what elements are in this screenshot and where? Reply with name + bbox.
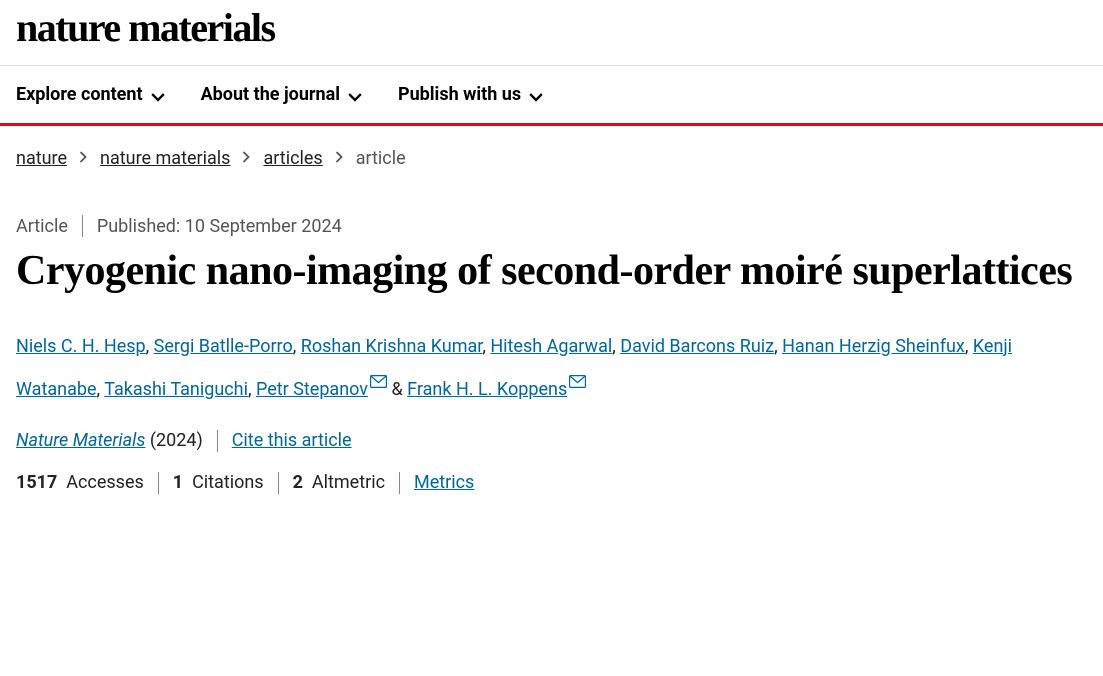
publication-row: Nature Materials (2024) Cite this articl… xyxy=(0,416,1103,452)
chevron-right-icon xyxy=(242,151,251,167)
separator xyxy=(399,472,400,494)
article-meta: Article Published: 10 September 2024 xyxy=(0,175,1103,241)
breadcrumb-link[interactable]: nature xyxy=(16,148,67,169)
chevron-right-icon xyxy=(335,151,344,167)
article-category: Article xyxy=(16,216,68,237)
chevron-down-icon xyxy=(151,88,165,102)
chevron-right-icon xyxy=(79,151,88,167)
accesses-metric: 1517 Accesses xyxy=(16,472,144,493)
nav-about-journal[interactable]: About the journal xyxy=(201,66,362,123)
author-link[interactable]: Roshan Krishna Kumar xyxy=(301,336,483,357)
published-date-value: 10 September 2024 xyxy=(185,216,342,237)
breadcrumb-current: article xyxy=(356,148,406,169)
author-link[interactable]: Petr Stepanov xyxy=(256,379,368,400)
brand-logo[interactable]: nature materials xyxy=(0,0,1103,65)
nav-explore-content[interactable]: Explore content xyxy=(16,66,165,123)
authors-list: Niels C. H. Hesp, Sergi Batlle-Porro, Ro… xyxy=(0,315,1103,416)
cite-article-link[interactable]: Cite this article xyxy=(232,430,352,451)
author-link[interactable]: Frank H. L. Koppens xyxy=(407,379,567,400)
altmetric-count: 2 xyxy=(293,472,303,493)
separator xyxy=(278,472,279,494)
nav-label: About the journal xyxy=(201,84,340,105)
nav-label: Explore content xyxy=(16,84,143,105)
chevron-down-icon xyxy=(529,88,543,102)
metrics-link[interactable]: Metrics xyxy=(414,472,474,493)
author-link[interactable]: Takashi Taniguchi xyxy=(104,379,248,400)
published-label: Published: xyxy=(97,216,180,237)
top-nav: Explore content About the journal Publis… xyxy=(0,65,1103,126)
separator xyxy=(82,215,83,237)
article-title: Cryogenic nano-imaging of second-order m… xyxy=(0,241,1103,315)
separator xyxy=(217,430,218,452)
breadcrumb: nature nature materials articles article xyxy=(0,126,1103,175)
accesses-label: Accesses xyxy=(66,472,144,493)
separator xyxy=(158,472,159,494)
publication-year: (2024) xyxy=(150,430,203,451)
chevron-down-icon xyxy=(348,88,362,102)
journal-link[interactable]: Nature Materials xyxy=(16,430,145,451)
author-link[interactable]: Hitesh Agarwal xyxy=(490,336,612,357)
nav-label: Publish with us xyxy=(398,84,521,105)
altmetric-metric: 2 Altmetric xyxy=(293,472,385,493)
altmetric-label: Altmetric xyxy=(312,472,385,493)
published-date: Published: 10 September 2024 xyxy=(97,216,342,237)
citations-label: Citations xyxy=(192,472,264,493)
metrics-row: 1517 Accesses 1 Citations 2 Altmetric Me… xyxy=(0,452,1103,504)
author-link[interactable]: David Barcons Ruiz xyxy=(620,336,774,357)
citations-count: 1 xyxy=(173,472,183,493)
breadcrumb-link[interactable]: nature materials xyxy=(100,148,230,169)
author-link[interactable]: Niels C. H. Hesp xyxy=(16,336,146,357)
author-link[interactable]: Hanan Herzig Sheinfux xyxy=(782,336,965,357)
mail-icon[interactable] xyxy=(569,365,586,401)
mail-icon[interactable] xyxy=(370,365,387,401)
author-link[interactable]: Sergi Batlle-Porro xyxy=(154,336,293,357)
nav-publish-with-us[interactable]: Publish with us xyxy=(398,66,543,123)
accesses-count: 1517 xyxy=(16,472,57,493)
citations-metric: 1 Citations xyxy=(173,472,264,493)
breadcrumb-link[interactable]: articles xyxy=(263,148,322,169)
